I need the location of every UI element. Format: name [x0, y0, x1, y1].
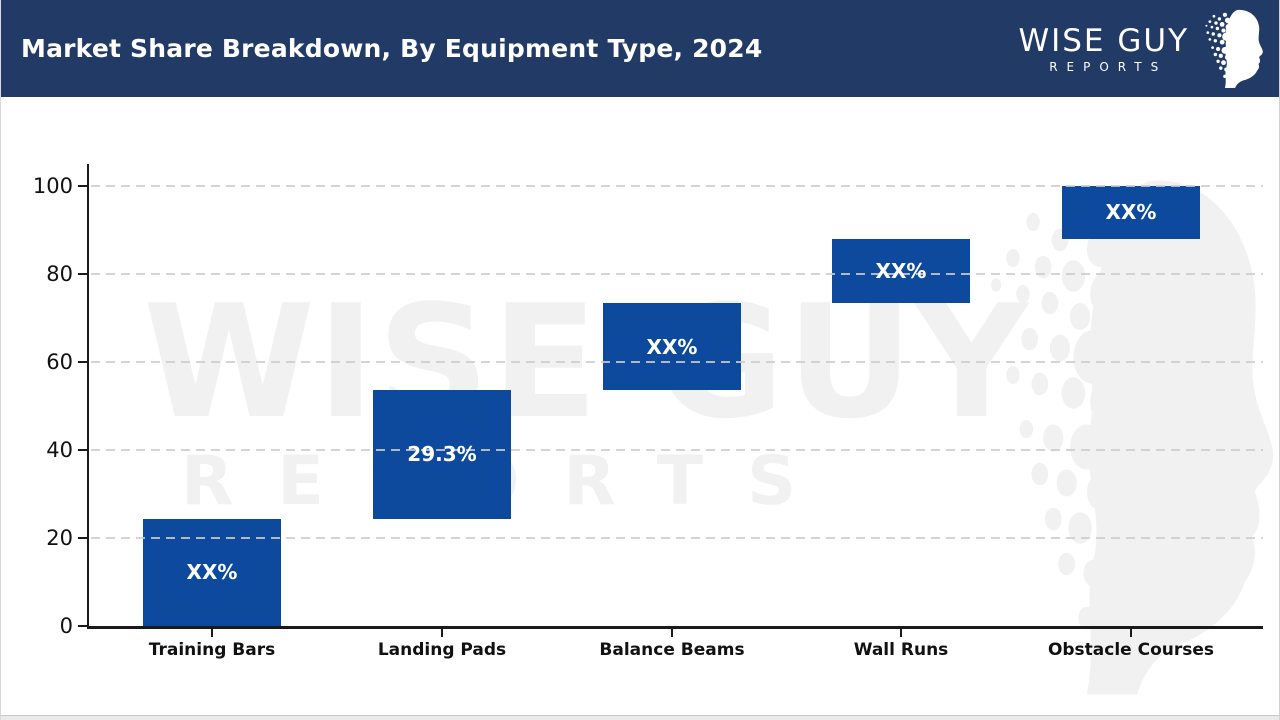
bar [373, 389, 511, 519]
x-axis-label: Landing Pads [377, 640, 507, 660]
y-axis-line [87, 164, 89, 629]
x-tick [441, 629, 443, 637]
bar-value-text: XX% [646, 334, 698, 359]
bar [143, 518, 281, 626]
y-tick-label: 40 [46, 438, 73, 462]
bar-value-label: XX% [143, 519, 281, 626]
x-axis-label: Obstacle Courses [1047, 640, 1215, 660]
page-title: Market Share Breakdown, By Equipment Typ… [21, 34, 763, 63]
logo-head-icon [1191, 8, 1267, 90]
x-axis-label: Training Bars [148, 640, 276, 660]
x-tick [671, 629, 673, 637]
y-tick [78, 361, 87, 363]
bar-value-label: XX% [832, 239, 970, 304]
x-axis-line [87, 626, 1263, 629]
y-tick [78, 185, 87, 187]
bar-value-text: 29.3% [407, 442, 477, 467]
y-tick-label: 100 [32, 174, 73, 198]
bar-value-text: XX% [875, 259, 927, 284]
y-tick [78, 273, 87, 275]
bar [603, 303, 741, 390]
y-tick [78, 537, 87, 539]
gridline [91, 449, 1263, 451]
wise-guy-reports-logo: WISE GUY REPORTS [1018, 6, 1267, 92]
y-tick-label: 60 [46, 350, 73, 374]
header-bar: Market Share Breakdown, By Equipment Typ… [1, 0, 1279, 97]
logo-wiseguy-label: WISE GUY [1018, 22, 1189, 59]
bottom-edge-line [1, 715, 1279, 716]
logo-text: WISE GUY REPORTS [1018, 22, 1189, 74]
y-tick-label: 0 [59, 614, 73, 638]
x-axis-label: Balance Beams [599, 640, 745, 660]
gridline [91, 185, 1263, 187]
bar-value-label: XX% [603, 303, 741, 389]
logo-reports-label: REPORTS [1049, 59, 1168, 74]
y-tick [78, 449, 87, 451]
gridline [91, 361, 1263, 363]
bar [1062, 186, 1200, 239]
gridline [91, 273, 1263, 275]
y-tick-label: 20 [46, 526, 73, 550]
gridline [91, 537, 1263, 539]
bar-value-label: XX% [1062, 186, 1200, 239]
bottom-edge-fill [1, 716, 1279, 720]
bar-value-label: 29.3% [373, 390, 511, 519]
x-tick [1130, 629, 1132, 637]
x-tick [211, 629, 213, 637]
bar-value-text: XX% [186, 560, 238, 585]
bar-value-text: XX% [1105, 200, 1157, 225]
bar [832, 238, 970, 304]
y-tick-label: 80 [46, 262, 73, 286]
y-tick [78, 625, 87, 627]
x-axis-label: Wall Runs [853, 640, 949, 660]
x-tick [900, 629, 902, 637]
